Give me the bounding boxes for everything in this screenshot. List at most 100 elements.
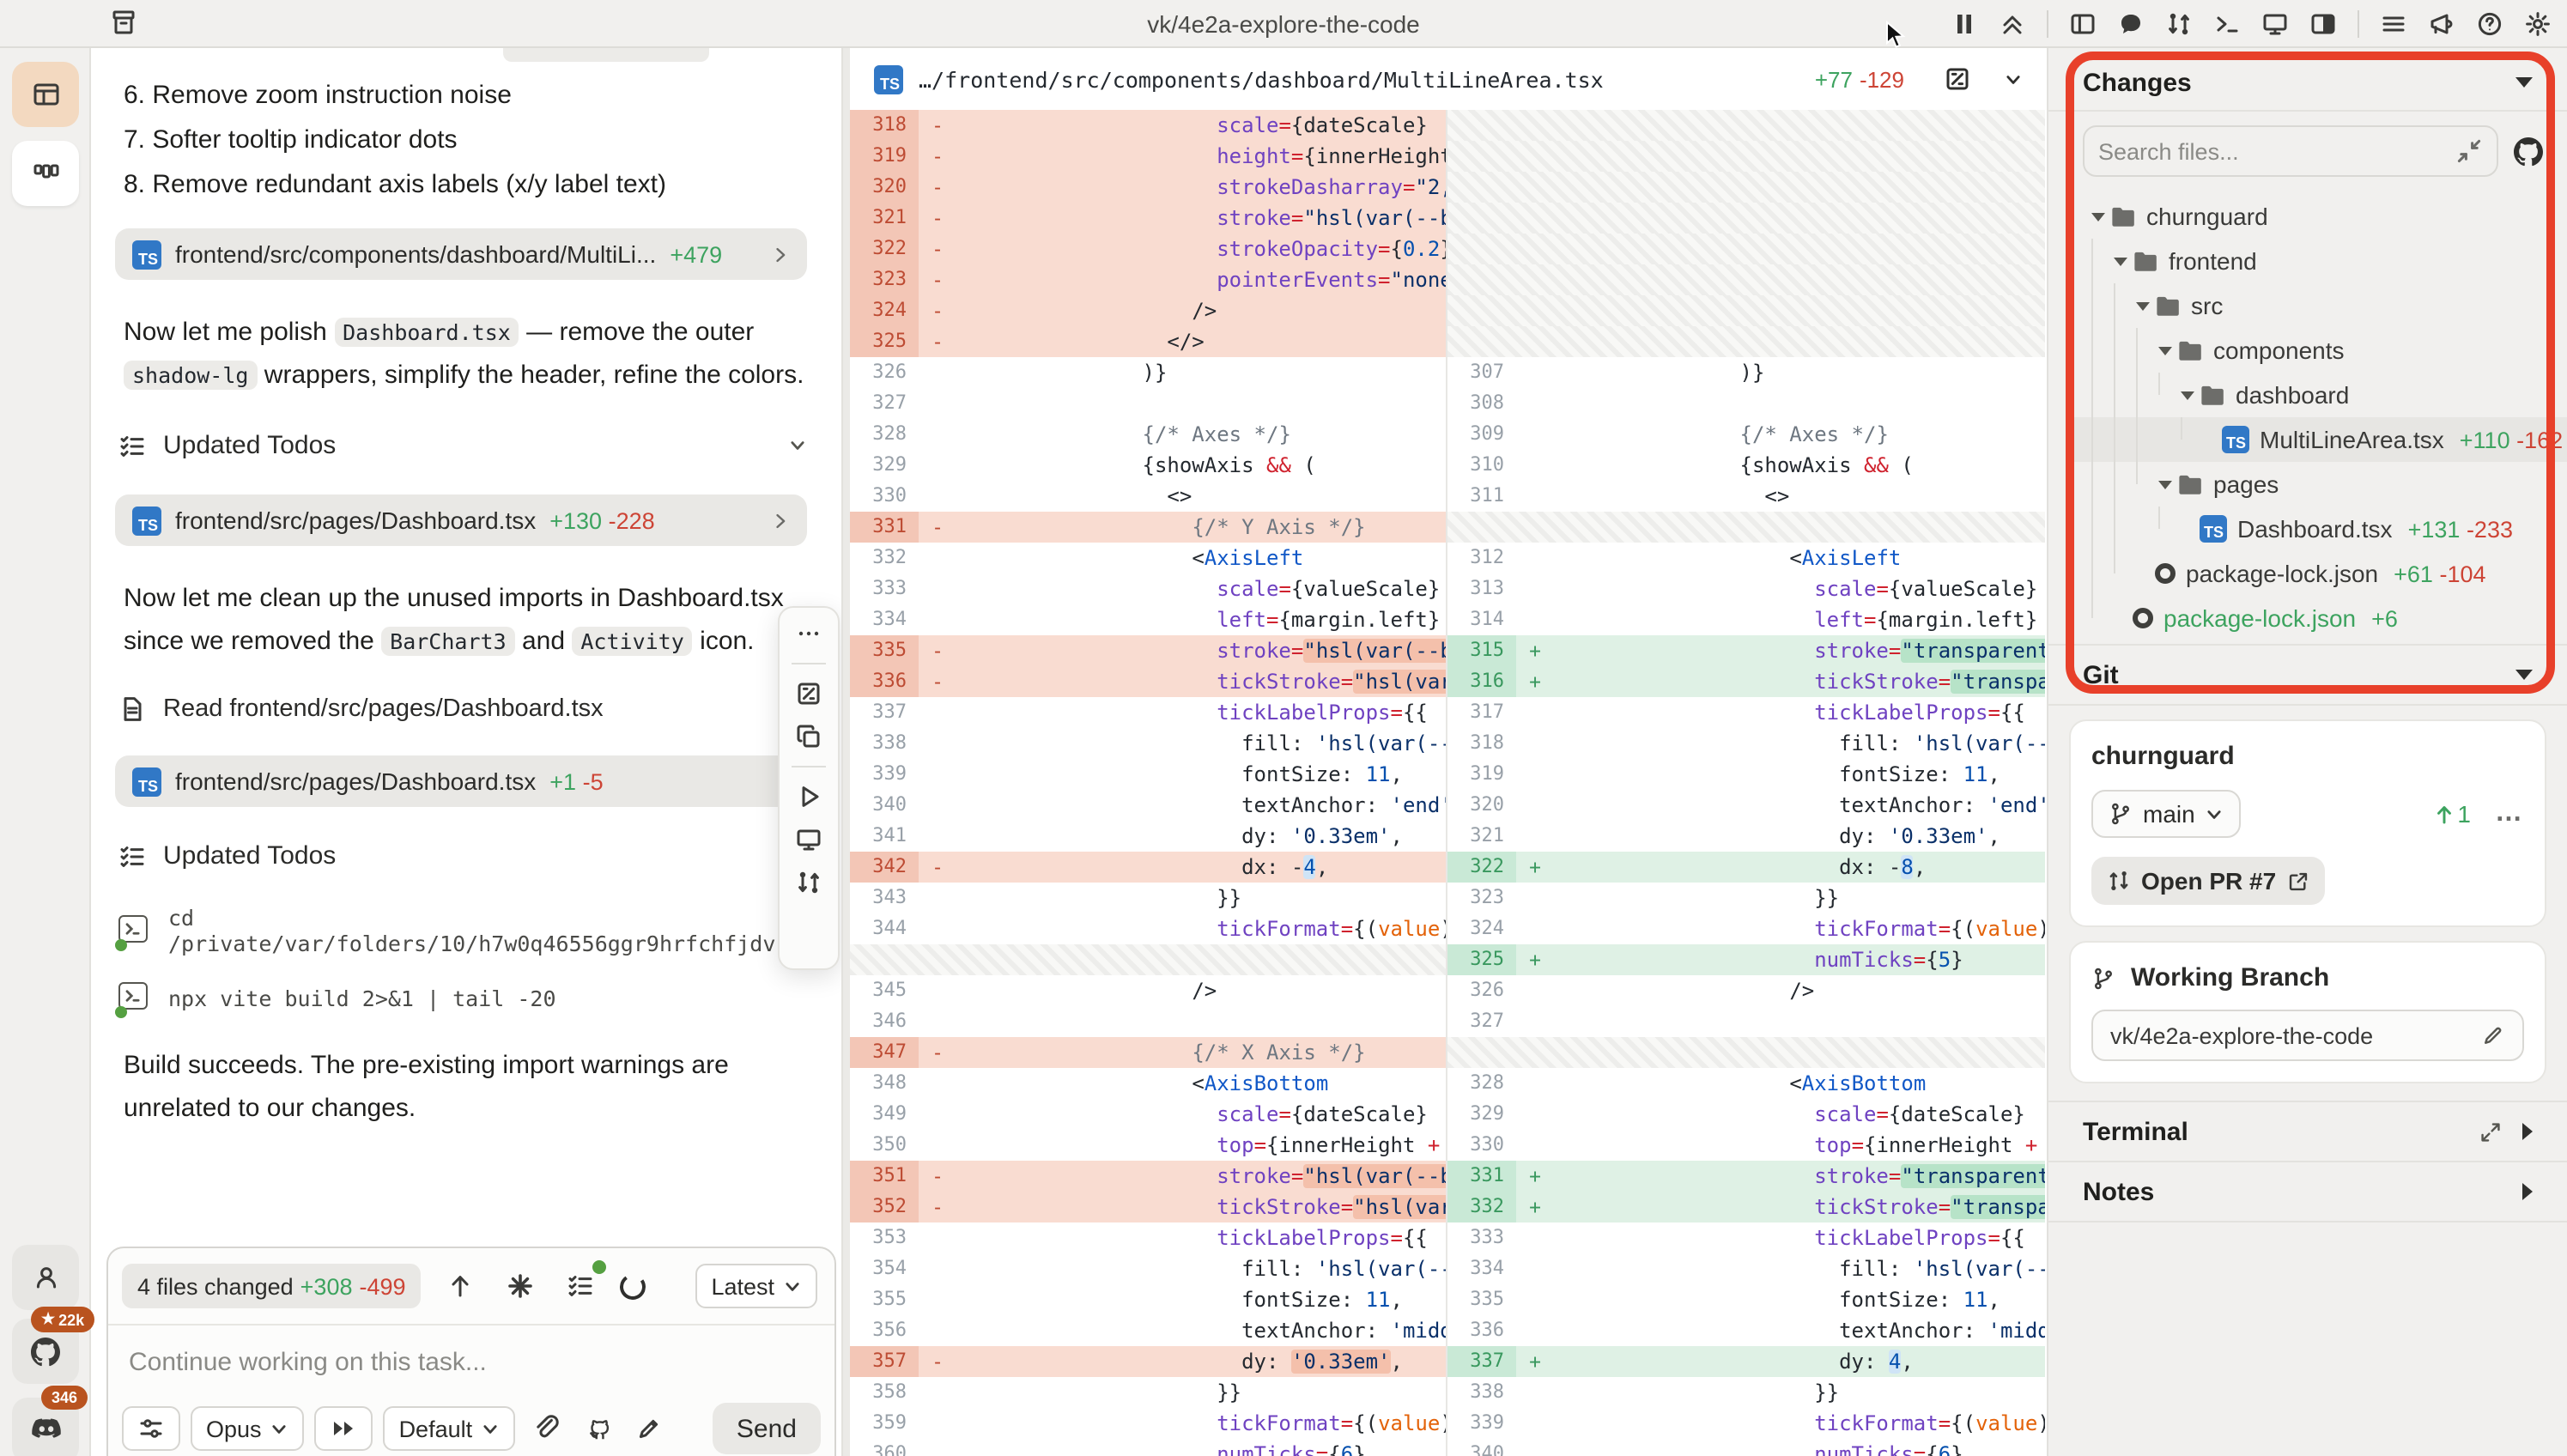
- preview-icon[interactable]: [795, 826, 822, 853]
- git-compare-icon[interactable]: [2165, 10, 2193, 38]
- diff-old-cell[interactable]: 340 textAnchor: 'end',: [850, 790, 1446, 821]
- caret-down-icon[interactable]: [2153, 480, 2177, 488]
- account-button[interactable]: [12, 1245, 79, 1310]
- caret-down-icon[interactable]: [2109, 257, 2133, 265]
- mode-dropdown[interactable]: Default: [384, 1406, 516, 1451]
- tree-folder-src[interactable]: src: [2069, 283, 2567, 328]
- diff-old-cell[interactable]: 332 <AxisLeft: [850, 543, 1446, 573]
- updated-todos-row[interactable]: Updated Todos: [118, 841, 807, 871]
- caret-down-icon[interactable]: [2176, 391, 2200, 399]
- diff-new-cell[interactable]: 340 numTicks={6}: [1446, 1439, 2045, 1456]
- diff-old-cell[interactable]: 339 fontSize: 11,: [850, 759, 1446, 790]
- tree-file-Dashboard.tsx[interactable]: TSDashboard.tsx+131 -233: [2069, 507, 2567, 551]
- expand-triangle-icon[interactable]: [2522, 1123, 2533, 1140]
- diff-new-cell[interactable]: 308: [1446, 388, 2045, 419]
- version-dropdown[interactable]: Latest: [695, 1264, 817, 1308]
- notes-section-header[interactable]: Notes: [2048, 1162, 2567, 1221]
- diff-new-cell[interactable]: 330 top={innerHeight + margin.top}: [1446, 1130, 2045, 1161]
- github-tree-icon[interactable]: [2514, 136, 2543, 166]
- diff-old-cell[interactable]: 353 tickLabelProps={{: [850, 1222, 1446, 1253]
- diff-old-cell[interactable]: 341 dy: '0.33em',: [850, 821, 1446, 852]
- diff-new-cell[interactable]: 324 tickFormat={(value) =>: [1446, 913, 2045, 944]
- diff-new-cell[interactable]: [1446, 264, 2045, 295]
- pause-icon[interactable]: [1951, 10, 1978, 38]
- diff-old-cell[interactable]: 354 fill: 'hsl(var(--muted-foreground))'…: [850, 1253, 1446, 1284]
- collapse-tree-icon[interactable]: [2455, 137, 2483, 165]
- diff-old-cell[interactable]: 337 tickLabelProps={{: [850, 697, 1446, 728]
- model-dropdown[interactable]: Opus: [191, 1406, 305, 1451]
- panel-left-icon[interactable]: [2069, 10, 2097, 38]
- diff-old-cell[interactable]: 321- stroke="hsl(var(--border))": [850, 203, 1446, 234]
- diff-old-cell[interactable]: 342- dx: -4,: [850, 852, 1446, 883]
- gear-icon[interactable]: [2524, 10, 2552, 38]
- diff-old-cell[interactable]: 329 {showAxis && (: [850, 450, 1446, 481]
- diff-old-cell[interactable]: 335- stroke="hsl(var(--border))": [850, 635, 1446, 666]
- diff-new-cell[interactable]: [1446, 512, 2045, 543]
- diff-old-cell[interactable]: 344 tickFormat={(value) =>: [850, 913, 1446, 944]
- diff-new-cell[interactable]: 339 tickFormat={(value) =>: [1446, 1408, 2045, 1439]
- diff-new-cell[interactable]: 310 {showAxis && (: [1446, 450, 2045, 481]
- file-change-chip[interactable]: TSfrontend/src/pages/Dashboard.tsx+130 -…: [115, 494, 807, 546]
- tool-read-row[interactable]: Read frontend/src/pages/Dashboard.tsx: [118, 695, 807, 723]
- diff-old-cell[interactable]: 350 top={innerHeight + margin.top}: [850, 1130, 1446, 1161]
- branch-dropdown[interactable]: main: [2091, 790, 2242, 838]
- diff-new-cell[interactable]: [1446, 141, 2045, 172]
- diff-old-cell[interactable]: 334 left={margin.left}: [850, 604, 1446, 635]
- diff-old-cell[interactable]: 343 }}: [850, 883, 1446, 913]
- todos-status-icon[interactable]: [561, 1265, 602, 1307]
- diff-old-cell[interactable]: 351- stroke="hsl(var(--border))": [850, 1161, 1446, 1192]
- diff-new-cell[interactable]: 318 fill: 'hsl(var(--muted-foreground))'…: [1446, 728, 2045, 759]
- diff-old-cell[interactable]: 324- />: [850, 295, 1446, 326]
- diff-new-cell[interactable]: 333 tickLabelProps={{: [1446, 1222, 2045, 1253]
- burst-icon[interactable]: [501, 1265, 542, 1307]
- repo-menu-button[interactable]: …: [2495, 798, 2524, 829]
- compare-icon[interactable]: [795, 869, 822, 896]
- diff-new-cell[interactable]: 311 <>: [1446, 481, 2045, 512]
- diff-old-cell[interactable]: 358 }}: [850, 1377, 1446, 1408]
- diff-view-icon[interactable]: [1944, 65, 1971, 93]
- diff-new-cell[interactable]: [1446, 326, 2045, 357]
- diff-old-cell[interactable]: 360 numTicks={6}: [850, 1439, 1446, 1456]
- copy-icon[interactable]: [795, 723, 822, 750]
- diff-new-cell[interactable]: 329 scale={dateScale}: [1446, 1099, 2045, 1130]
- diff-new-cell[interactable]: 332+ tickStroke="transparent": [1446, 1192, 2045, 1222]
- tree-file-MultiLineArea.tsx[interactable]: TSMultiLineArea.tsx+110 -162: [2069, 417, 2567, 462]
- files-changed-chip[interactable]: 4 files changed +308 -499: [122, 1264, 422, 1308]
- updated-todos-row[interactable]: Updated Todos: [118, 431, 807, 460]
- nav-board-button[interactable]: [12, 141, 79, 206]
- collapse-triangle-icon[interactable]: [2515, 670, 2533, 680]
- chevron-down-icon[interactable]: [788, 436, 807, 455]
- diff-new-cell[interactable]: 334 fill: 'hsl(var(--muted-foreground))'…: [1446, 1253, 2045, 1284]
- panel-right-icon[interactable]: [2309, 10, 2337, 38]
- expand-icon[interactable]: [2479, 1120, 2502, 1143]
- diff-old-cell[interactable]: 327: [850, 388, 1446, 419]
- file-change-chip[interactable]: TSfrontend/src/components/dashboard/Mult…: [115, 228, 807, 280]
- diff-new-cell[interactable]: [1446, 172, 2045, 203]
- file-change-chip[interactable]: TSfrontend/src/pages/Dashboard.tsx+1 -5: [115, 755, 807, 807]
- diff-old-cell[interactable]: 346: [850, 1006, 1446, 1037]
- diff-old-cell[interactable]: 356 textAnchor: 'middle',: [850, 1315, 1446, 1346]
- diff-new-cell[interactable]: 322+ dx: -8,: [1446, 852, 2045, 883]
- diff-old-cell[interactable]: 349 scale={dateScale}: [850, 1099, 1446, 1130]
- search-input[interactable]: [2098, 138, 2445, 164]
- diff-new-cell[interactable]: 313 scale={valueScale}: [1446, 573, 2045, 604]
- diff-new-cell[interactable]: 331+ stroke="transparent": [1446, 1161, 2045, 1192]
- diff-new-cell[interactable]: 325+ numTicks={5}: [1446, 944, 2045, 975]
- diff-old-cell[interactable]: 318- scale={dateScale}: [850, 110, 1446, 141]
- collapse-diff-icon[interactable]: [2004, 70, 2023, 88]
- diff-old-cell[interactable]: 352- tickStroke="hsl(var(--border))": [850, 1192, 1446, 1222]
- diff-new-cell[interactable]: 312 <AxisLeft: [1446, 543, 2045, 573]
- diff-new-cell[interactable]: 319 fontSize: 11,: [1446, 759, 2045, 790]
- diff-new-cell[interactable]: 328 <AxisBottom: [1446, 1068, 2045, 1099]
- diff-new-cell[interactable]: [1446, 234, 2045, 264]
- tree-folder-components[interactable]: components: [2069, 328, 2567, 373]
- terminal-command-row[interactable]: npx vite build 2>&1 | tail -20: [118, 982, 807, 1013]
- diff-new-cell[interactable]: 315+ stroke="transparent": [1446, 635, 2045, 666]
- attach-icon[interactable]: [525, 1408, 567, 1449]
- collapse-all-icon[interactable]: [1999, 10, 2026, 38]
- diff-new-cell[interactable]: 314 left={margin.left}: [1446, 604, 2045, 635]
- settings-sliders-button[interactable]: [122, 1406, 180, 1451]
- diff-new-cell[interactable]: 309 {/* Axes */}: [1446, 419, 2045, 450]
- diff-old-cell[interactable]: 357- dy: '0.33em',: [850, 1346, 1446, 1377]
- diff-new-cell[interactable]: 317 tickLabelProps={{: [1446, 697, 2045, 728]
